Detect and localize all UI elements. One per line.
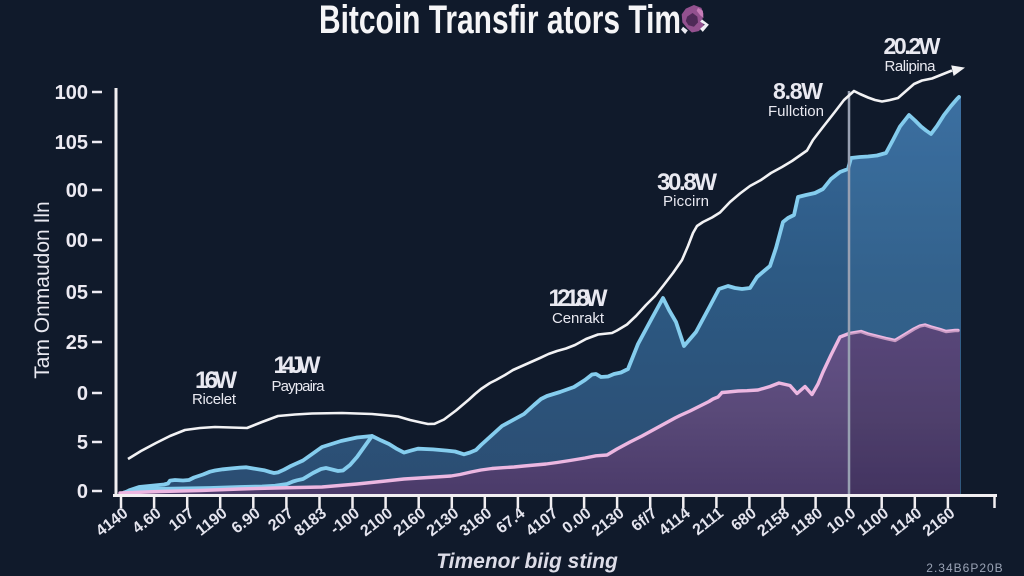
svg-text:30.8W: 30.8W [657,169,717,196]
svg-text:2.34B6P20B: 2.34B6P20B [926,561,1003,575]
svg-text:0: 0 [77,383,88,405]
svg-text:Piccirn: Piccirn [663,193,709,210]
svg-text:14JW: 14JW [274,352,321,379]
svg-text:16W: 16W [195,367,237,394]
svg-text:Timenor biig sting: Timenor biig sting [436,550,618,573]
svg-text:Bitcoin Transfir ators Tim: Bitcoin Transfir ators Tim [319,0,681,42]
svg-text:05: 05 [66,282,88,304]
svg-text:00: 00 [66,180,88,202]
svg-text:100: 100 [55,82,88,104]
svg-text:8.8W: 8.8W [773,78,823,104]
svg-text:121.8W: 121.8W [549,285,608,312]
svg-text:20.2W: 20.2W [884,33,941,59]
svg-text:Cenrakt: Cenrakt [552,310,605,327]
svg-text:Ricelet: Ricelet [192,391,237,408]
svg-text:Tam Onmaudon Iln: Tam Onmaudon Iln [31,201,54,378]
svg-text:Ralipina: Ralipina [885,58,937,75]
svg-text:Fullction: Fullction [768,103,824,120]
svg-text:Paypaira: Paypaira [272,378,326,395]
svg-text:105: 105 [55,132,88,154]
svg-text:00: 00 [66,230,88,252]
svg-text:5: 5 [77,432,88,454]
svg-text:25: 25 [66,332,88,354]
svg-text:0: 0 [77,481,88,503]
